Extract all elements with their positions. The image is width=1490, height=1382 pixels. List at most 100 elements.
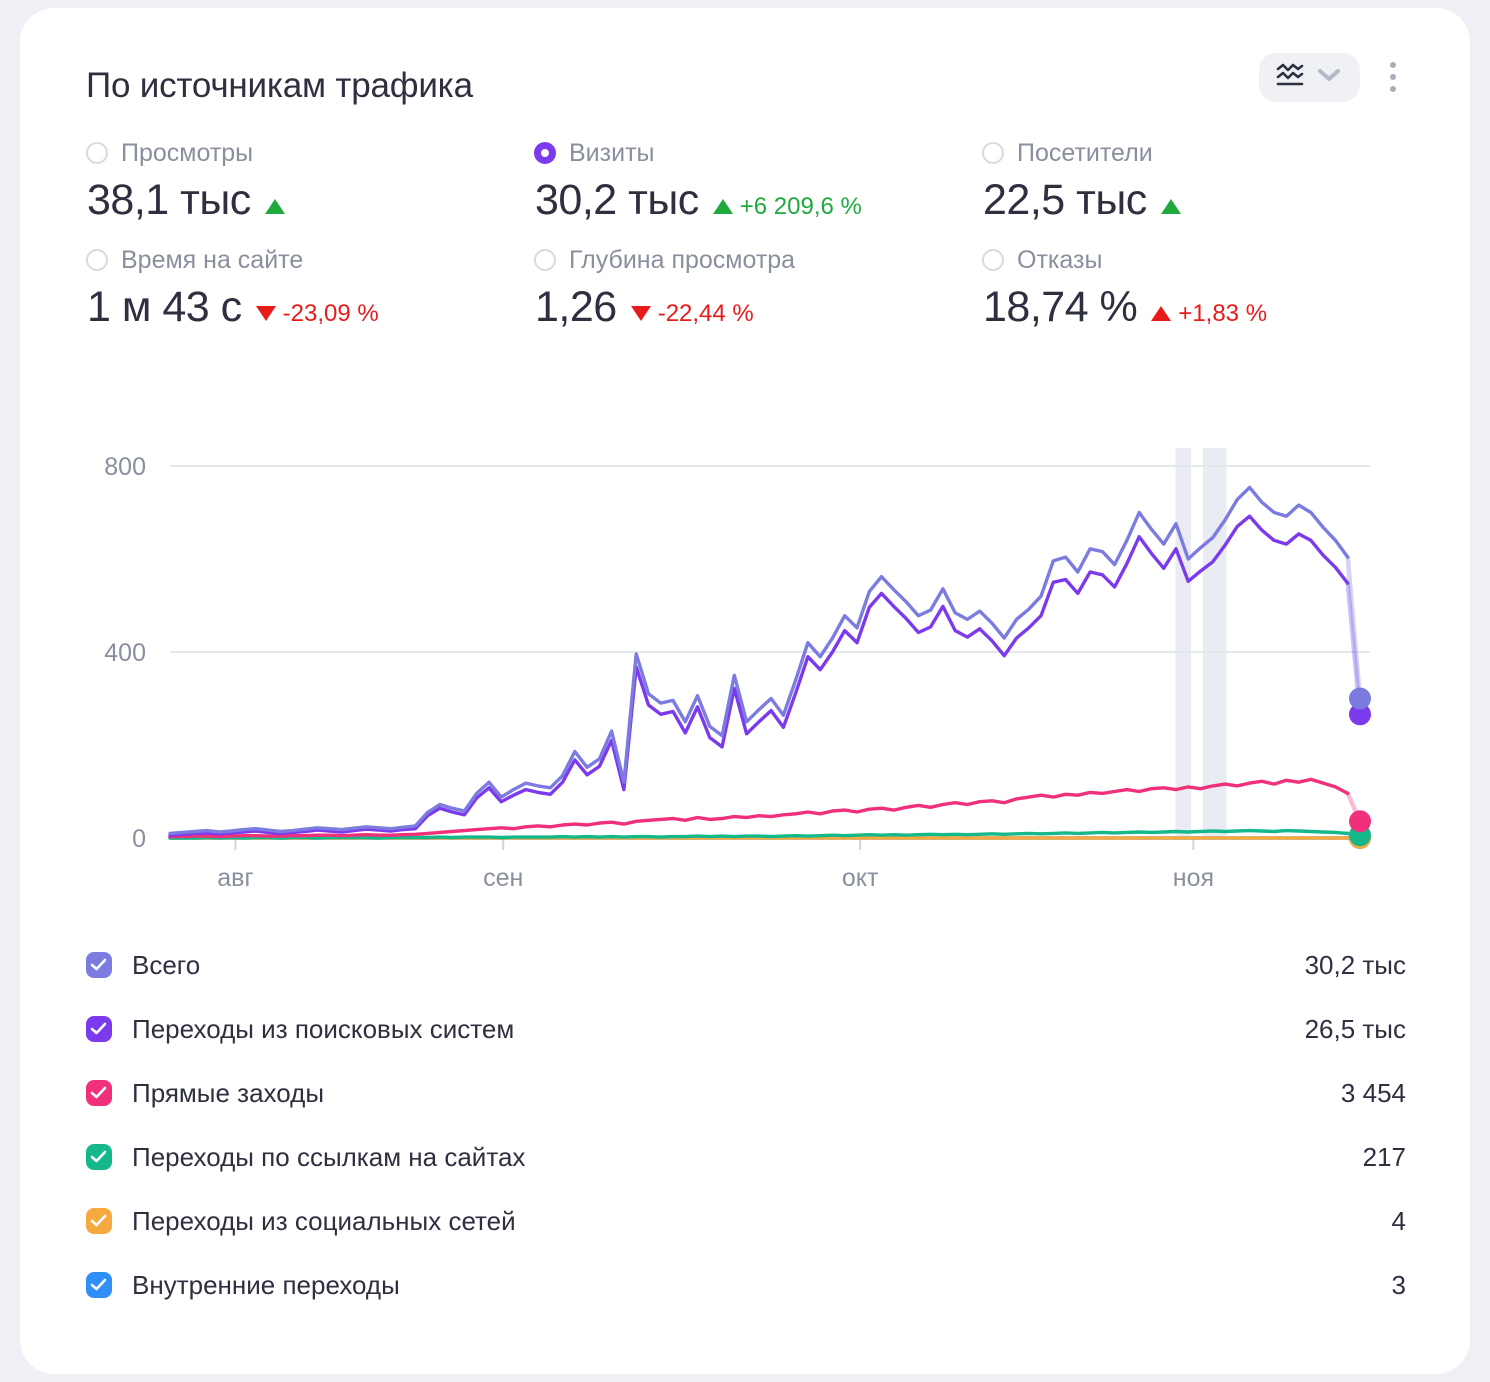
metrics-row-secondary: Время на сайте 1 м 43 с -23,09 % Глубина…: [86, 243, 1406, 332]
legend-checkbox-direct[interactable]: [86, 1080, 112, 1106]
metric-value-line: 30,2 тыс +6 209,6 %: [534, 176, 982, 225]
metric-value: 1,26: [535, 283, 617, 331]
metric-delta-text: -23,09 %: [282, 299, 379, 327]
metric-label: Визиты: [569, 138, 655, 167]
chart-line: [168, 485, 1350, 836]
y-axis-tick-label: 800: [104, 453, 146, 481]
chart-line: [168, 514, 1350, 837]
metric-delta: +6 209,6 %: [712, 192, 862, 221]
legend-value: 3: [1391, 1269, 1406, 1300]
header-actions: [1259, 52, 1408, 102]
legend-value: 26,5 тыс: [1304, 1013, 1406, 1044]
metric-value-line: 1,26 -22,44 %: [534, 283, 982, 332]
metric-bounce-rate[interactable]: Отказы 18,74 % +1,83 %: [982, 243, 1430, 332]
metric-header: Просмотры: [86, 136, 534, 170]
metric-label: Отказы: [1017, 245, 1103, 274]
metric-value-line: 38,1 тыс: [86, 176, 534, 225]
metric-radio-bounce-rate[interactable]: [982, 249, 1004, 271]
legend-table: Всего 30,2 тыс Переходы из поисковых сис…: [86, 933, 1406, 1317]
chart-line: [168, 777, 1350, 839]
metric-visits[interactable]: Визиты 30,2 тыс +6 209,6 %: [534, 136, 982, 225]
chart-line-partial: [1345, 554, 1363, 701]
legend-label: Переходы по ссылкам на сайтах: [132, 1141, 526, 1172]
legend-value: 3 454: [1340, 1077, 1406, 1108]
list-item[interactable]: Переходы по ссылкам на сайтах 217: [86, 1125, 1406, 1189]
metric-label: Посетители: [1017, 138, 1153, 167]
traffic-sources-card: По источникам трафика: [20, 8, 1470, 1374]
metric-header: Отказы: [982, 243, 1430, 277]
metric-page-depth[interactable]: Глубина просмотра 1,26 -22,44 %: [534, 243, 982, 332]
metric-delta: -22,44 %: [630, 299, 754, 328]
list-item[interactable]: Внутренние переходы 3: [86, 1253, 1406, 1317]
metric-delta: [1160, 199, 1181, 214]
more-options-button[interactable]: [1378, 52, 1408, 102]
metric-visitors[interactable]: Посетители 22,5 тыс: [982, 136, 1430, 225]
metric-value: 38,1 тыс: [87, 176, 251, 224]
card-header: По источникам трафика: [20, 8, 1470, 148]
chart-endpoint-dot: [1349, 810, 1371, 833]
page-title: По источникам трафика: [86, 66, 473, 105]
legend-checkbox-search[interactable]: [86, 1016, 112, 1042]
x-axis-tick-label: авг: [217, 864, 253, 892]
legend-label: Переходы из поисковых систем: [132, 1013, 515, 1044]
metric-radio-page-depth[interactable]: [534, 249, 556, 271]
chart-line: [168, 828, 1350, 840]
metric-header: Посетители: [982, 136, 1430, 170]
metric-value: 30,2 тыс: [535, 176, 699, 224]
list-item[interactable]: Переходы из поисковых систем 26,5 тыс: [86, 997, 1406, 1061]
legend-value: 30,2 тыс: [1304, 949, 1406, 980]
chart-endpoint-dot: [1349, 687, 1371, 710]
metric-radio-visits[interactable]: [534, 142, 556, 164]
metric-value: 22,5 тыс: [983, 176, 1147, 224]
legend-checkbox-internal[interactable]: [86, 1272, 112, 1298]
metric-delta: +1,83 %: [1151, 300, 1267, 328]
metric-delta-text: -22,44 %: [657, 299, 754, 327]
metric-delta-text: +1,83 %: [1178, 299, 1268, 327]
legend-value: 217: [1362, 1141, 1406, 1172]
legend-label: Прямые заходы: [132, 1077, 325, 1108]
legend-label: Внутренние переходы: [132, 1269, 400, 1300]
metric-label: Глубина просмотра: [569, 245, 796, 274]
triangle-down-icon: [630, 306, 651, 321]
list-item[interactable]: Всего 30,2 тыс: [86, 933, 1406, 997]
chart-highlight-band: [1202, 448, 1227, 838]
metric-value: 1 м 43 с: [87, 283, 242, 331]
legend-checkbox-total[interactable]: [86, 952, 112, 978]
metric-label: Время на сайте: [121, 245, 304, 274]
chart-endpoint-dot: [1349, 703, 1371, 726]
metric-header: Визиты: [534, 136, 982, 170]
y-axis-tick-label: 0: [132, 825, 146, 853]
x-axis-tick-label: ноя: [1173, 864, 1214, 892]
legend-label: Переходы из социальных сетей: [132, 1205, 516, 1236]
metric-radio-visitors[interactable]: [982, 142, 1004, 164]
y-axis-tick-label: 400: [104, 639, 146, 667]
metric-delta-text: +6 209,6 %: [739, 192, 862, 220]
list-item[interactable]: Переходы из социальных сетей 4: [86, 1189, 1406, 1253]
legend-checkbox-social[interactable]: [86, 1208, 112, 1234]
chart-highlight-band: [1175, 448, 1192, 838]
metric-header: Глубина просмотра: [534, 243, 982, 277]
chart-type-button[interactable]: [1259, 52, 1360, 102]
metric-delta: -23,09 %: [255, 299, 379, 328]
traffic-chart[interactable]: 0 400 800 авг сен окт ноя: [20, 438, 1470, 908]
metric-radio-time-on-site[interactable]: [86, 249, 108, 271]
legend-checkbox-referral[interactable]: [86, 1144, 112, 1170]
legend-label: Всего: [132, 949, 201, 980]
metric-radio-pageviews[interactable]: [86, 142, 108, 164]
metric-header: Время на сайте: [86, 243, 534, 277]
legend-value: 4: [1391, 1205, 1406, 1236]
list-item[interactable]: Прямые заходы 3 454: [86, 1061, 1406, 1125]
metric-value-line: 1 м 43 с -23,09 %: [86, 283, 534, 332]
triangle-up-icon: [712, 199, 733, 214]
triangle-up-icon: [1151, 306, 1172, 321]
metric-value: 18,74 %: [983, 283, 1138, 331]
metrics-panel: Просмотры 38,1 тыс Визиты 30,2 тыс: [86, 136, 1406, 350]
x-axis-tick-label: сен: [483, 864, 523, 892]
metric-time-on-site[interactable]: Время на сайте 1 м 43 с -23,09 %: [86, 243, 534, 332]
metric-pageviews[interactable]: Просмотры 38,1 тыс: [86, 136, 534, 225]
metric-label: Просмотры: [121, 138, 254, 167]
metric-value-line: 18,74 % +1,83 %: [982, 283, 1430, 332]
triangle-down-icon: [255, 306, 276, 321]
chart-canvas: 0 400 800 авг сен окт ноя: [104, 448, 1371, 892]
triangle-up-icon: [1160, 199, 1181, 214]
